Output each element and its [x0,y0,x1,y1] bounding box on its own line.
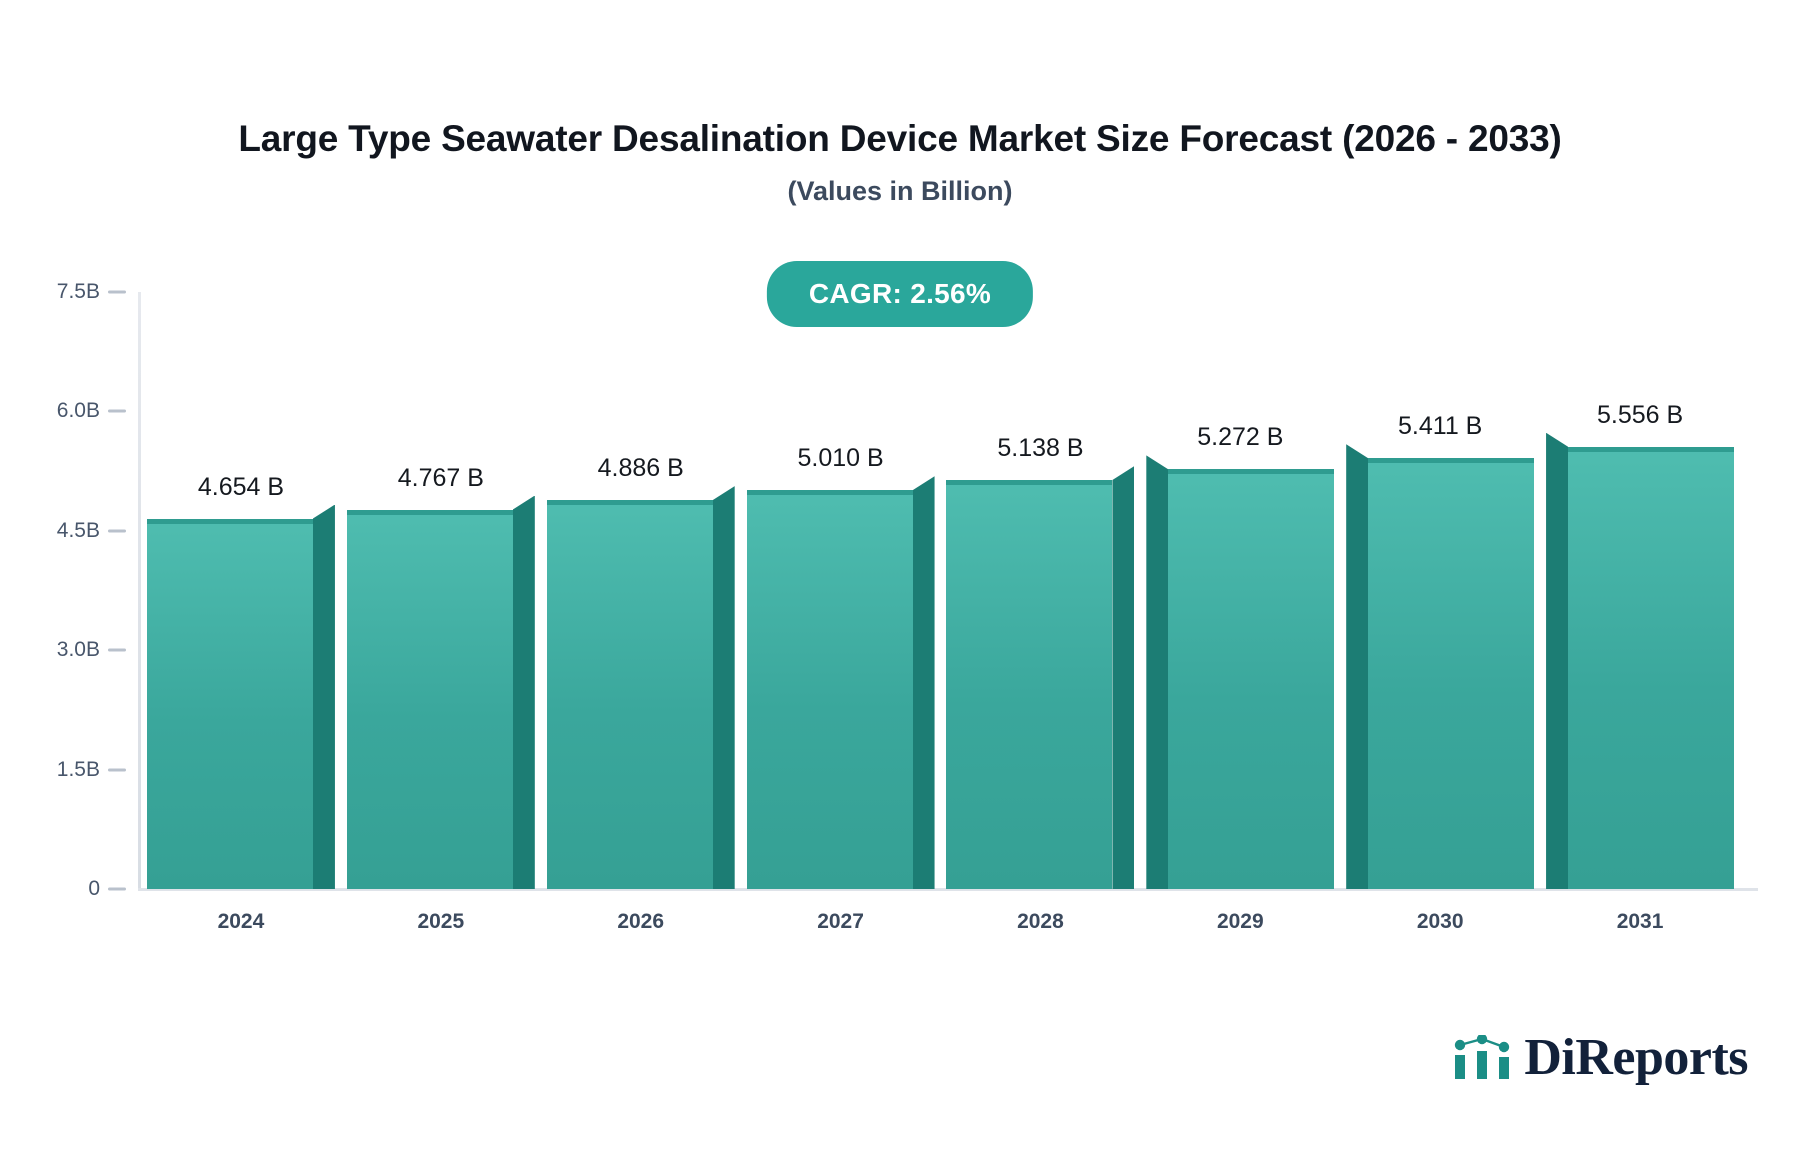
direports-logo: DiReports [1452,1032,1748,1084]
y-axis-tick-label: 1.5B [56,757,100,781]
bar-side-face [1146,455,1169,889]
bar-side-face [512,495,535,889]
logo-wordmark: DiReports [1524,1029,1748,1086]
bar-2028[interactable] [946,466,1135,889]
chart-subtitle: (Values in Billion) [787,176,1013,206]
bar-front-face [746,490,913,889]
bar-value-label: 5.556 B [1596,400,1684,429]
bar-side-face [1346,444,1369,889]
bar-side-face [912,476,935,889]
y-axis-tick-label: 0 [88,877,100,900]
y-axis-tick-mark [108,887,126,891]
y-axis-tick-label: 6.0B [56,399,100,423]
x-axis-tick-label: 2030 [1416,910,1464,933]
x-axis-tick-label: 2026 [617,910,665,933]
bar-front-face [946,480,1113,889]
bar-top-edge [746,490,913,496]
bar-side-face [1112,466,1135,889]
bar-chart-logo-icon [1455,1035,1510,1079]
bar-side-face [712,486,735,889]
x-axis-line [138,888,1758,891]
bar-top-edge [1568,446,1735,452]
bar-front-face [1568,446,1735,889]
bar-top-edge [946,480,1113,486]
bar-top-edge [1368,458,1535,464]
bar-top-edge [346,509,513,515]
bar-2031[interactable] [1546,432,1735,889]
y-axis-tick-mark [108,648,126,652]
bar-top-edge [546,500,713,506]
x-axis-tick-label: 2031 [1616,910,1664,933]
bar-top-edge [1168,469,1335,475]
y-axis-tick-mark [108,290,126,294]
cagr-badge: CAGR: 2.56% [766,261,1034,327]
bar-2026[interactable] [546,486,735,889]
bar-value-label: 5.138 B [997,434,1084,462]
x-axis-tick-label: 2028 [1017,910,1064,933]
bar-side-face [1546,432,1569,889]
bar-front-face [146,518,313,889]
bar-2030[interactable] [1346,444,1535,889]
bar-side-face [312,504,335,889]
bar-value-label: 4.654 B [197,472,285,501]
bar-front-face [1368,458,1535,889]
bar-2027[interactable] [746,476,935,889]
bar-top-edge [146,518,313,524]
y-axis-tick-label: 7.5B [56,280,100,303]
y-axis-tick-label: 3.0B [56,638,100,662]
bar-value-label: 5.272 B [1197,423,1284,452]
y-axis-tick-mark [108,768,126,772]
x-axis-tick-label: 2024 [217,910,265,933]
x-axis-tick-label: 2027 [817,910,864,933]
x-axis-tick-label: 2025 [417,910,465,933]
bar-value-label: 4.886 B [597,454,684,483]
bar-front-face [1168,469,1335,889]
x-axis-tick-label: 2029 [1216,910,1264,933]
bar-2024[interactable] [146,504,335,889]
y-axis-line [138,292,141,891]
bar-2029[interactable] [1146,455,1335,889]
y-axis-tick-mark [108,409,126,413]
y-axis-tick-mark [108,529,126,533]
bar-front-face [346,509,513,889]
bar-value-label: 4.767 B [397,463,484,492]
y-axis-tick-label: 4.5B [56,518,100,542]
bar-2025[interactable] [346,495,535,889]
bar-value-label: 5.411 B [1398,412,1483,441]
chart-title: Large Type Seawater Desalination Device … [238,118,1562,159]
bar-front-face [546,500,713,889]
bar-value-label: 5.010 B [797,444,884,473]
